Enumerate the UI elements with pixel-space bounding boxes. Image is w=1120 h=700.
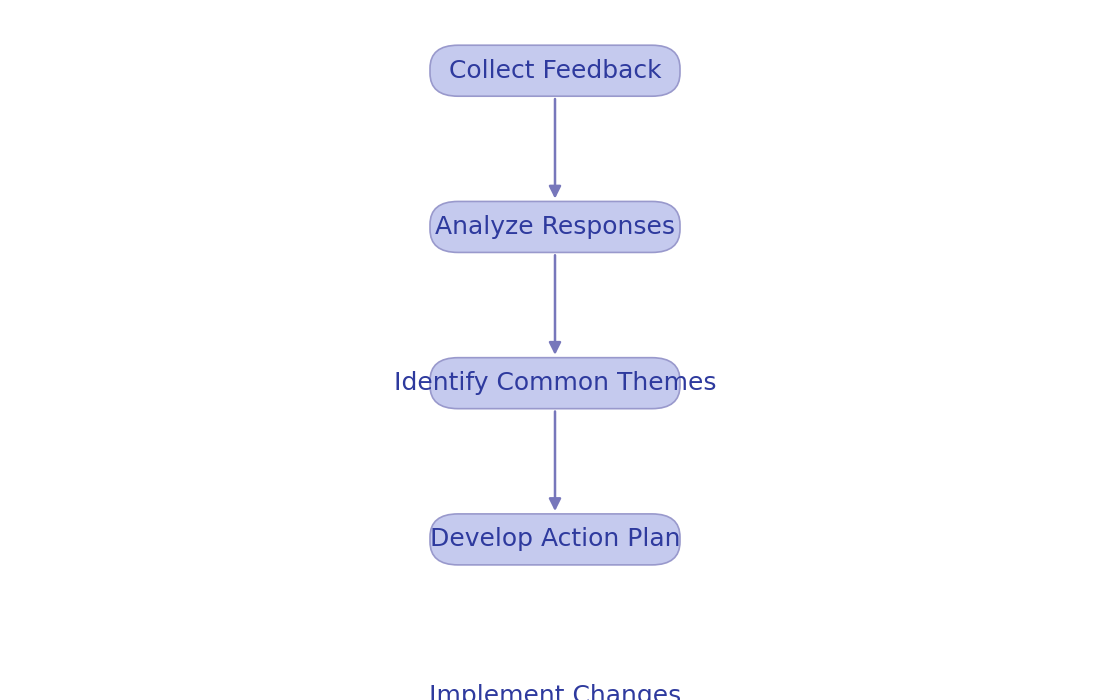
FancyBboxPatch shape [430, 46, 680, 96]
FancyBboxPatch shape [430, 514, 680, 565]
Text: Collect Feedback: Collect Feedback [449, 59, 661, 83]
Text: Identify Common Themes: Identify Common Themes [394, 371, 717, 395]
FancyBboxPatch shape [430, 202, 680, 253]
FancyBboxPatch shape [430, 670, 680, 700]
Text: Analyze Responses: Analyze Responses [435, 215, 675, 239]
Text: Develop Action Plan: Develop Action Plan [430, 527, 680, 552]
Text: Implement Changes: Implement Changes [429, 684, 681, 700]
FancyBboxPatch shape [430, 358, 680, 409]
